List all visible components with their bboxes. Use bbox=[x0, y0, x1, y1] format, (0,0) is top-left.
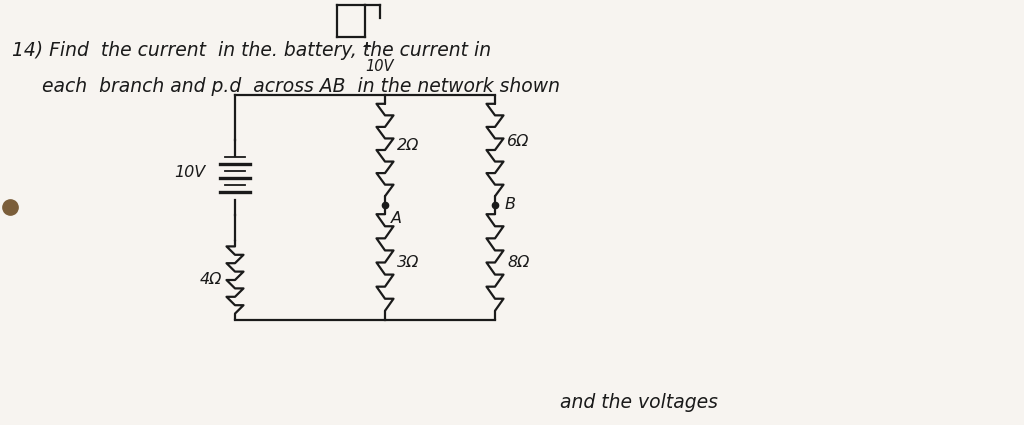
Text: 3Ω: 3Ω bbox=[397, 255, 420, 270]
Text: 10V: 10V bbox=[365, 59, 393, 74]
Text: A: A bbox=[391, 211, 402, 226]
Text: 2Ω: 2Ω bbox=[397, 138, 420, 153]
Text: 8Ω: 8Ω bbox=[507, 255, 529, 270]
Text: 10V: 10V bbox=[174, 165, 205, 180]
Text: 6Ω: 6Ω bbox=[507, 134, 529, 150]
Text: B: B bbox=[505, 198, 516, 212]
Text: -: - bbox=[383, 40, 387, 53]
Text: +: + bbox=[362, 40, 373, 53]
Text: each  branch and p.d  across AB  in the network shown: each branch and p.d across AB in the net… bbox=[42, 77, 560, 96]
Text: 4Ω: 4Ω bbox=[200, 272, 222, 287]
Text: 14) Find  the current  in the. battery, the current in: 14) Find the current in the. battery, th… bbox=[12, 40, 492, 60]
Text: and the voltages: and the voltages bbox=[560, 394, 718, 413]
